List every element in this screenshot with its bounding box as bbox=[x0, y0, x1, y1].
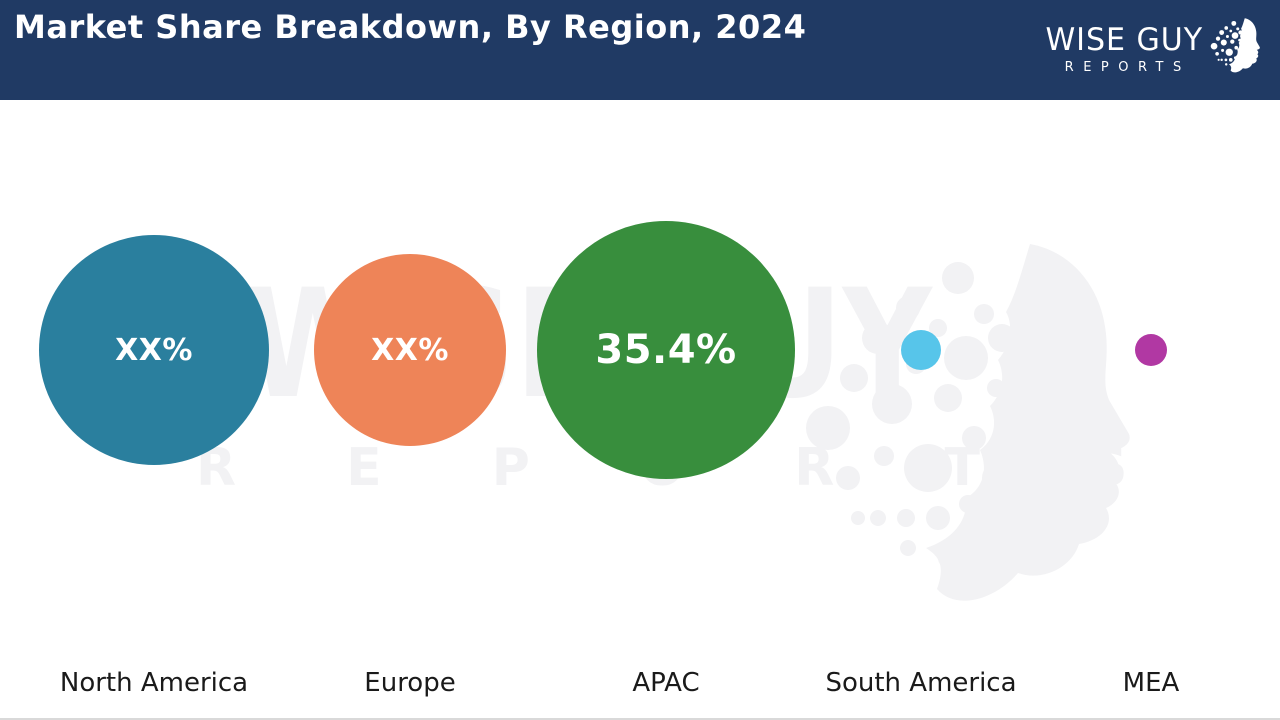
logo-wordmark: WISE GUY bbox=[1045, 22, 1204, 58]
header-bar: Market Share Breakdown, By Region, 2024 … bbox=[0, 0, 1280, 100]
watermark-face-icon bbox=[806, 244, 1130, 601]
region-label-apac: APAC bbox=[632, 668, 700, 698]
page-title: Market Share Breakdown, By Region, 2024 bbox=[14, 8, 807, 46]
logo-face-icon bbox=[1210, 18, 1260, 73]
region-label-mea: MEA bbox=[1122, 668, 1180, 698]
region-label-europe: Europe bbox=[364, 668, 456, 698]
bubble-value-apac: 35.4% bbox=[595, 327, 737, 373]
region-label-north-america: North America bbox=[59, 668, 249, 698]
logo-text: WISE GUY REPORTS bbox=[1043, 22, 1206, 75]
bubble-apac: 35.4% bbox=[537, 221, 795, 479]
bubble-mea bbox=[1135, 334, 1167, 366]
bubble-chart: WISE GUY R E P O R T S XX%North AmericaX… bbox=[0, 100, 1280, 718]
bubble-value-europe: XX% bbox=[371, 332, 449, 368]
region-label-south-america: South America bbox=[825, 668, 1017, 698]
wise-guy-reports-logo: WISE GUY REPORTS bbox=[1043, 8, 1266, 88]
bubble-value-north-america: XX% bbox=[115, 332, 193, 368]
logo-subtitle: REPORTS bbox=[1064, 60, 1191, 75]
bubble-south-america bbox=[901, 330, 941, 370]
bubble-europe: XX% bbox=[314, 254, 506, 446]
bubble-north-america: XX% bbox=[39, 235, 269, 465]
